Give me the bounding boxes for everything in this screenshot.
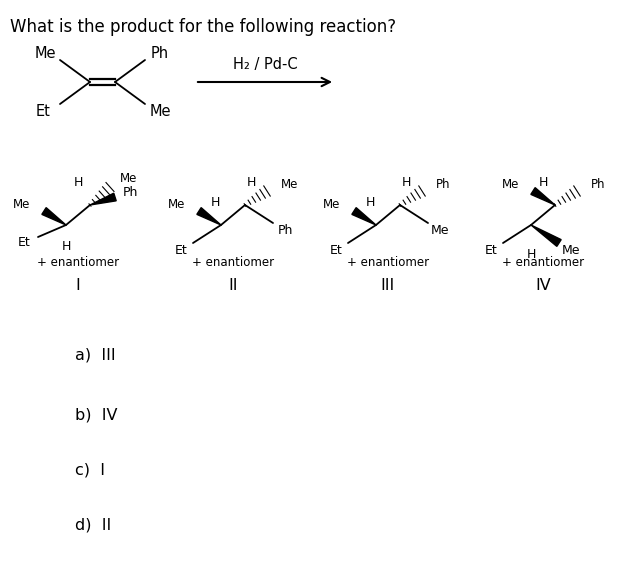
Polygon shape [90,193,116,205]
Text: H: H [401,176,410,190]
Text: I: I [76,278,80,293]
Text: Ph: Ph [277,225,293,237]
Text: Et: Et [35,105,50,119]
Text: Me: Me [562,244,580,257]
Text: H: H [73,176,83,190]
Text: Et: Et [330,244,342,257]
Text: H: H [210,197,220,210]
Text: + enantiomer: + enantiomer [502,255,584,268]
Polygon shape [531,225,561,246]
Text: Et: Et [485,244,498,257]
Text: c)  I: c) I [75,463,105,477]
Text: + enantiomer: + enantiomer [37,255,119,268]
Text: Et: Et [175,244,188,257]
Text: Me: Me [120,172,137,186]
Text: H₂ / Pd-C: H₂ / Pd-C [233,58,297,73]
Text: Ph: Ph [151,45,169,61]
Text: Me: Me [501,179,519,191]
Text: a)  III: a) III [75,347,116,363]
Text: Me: Me [12,198,30,211]
Text: IV: IV [535,278,551,293]
Text: Me: Me [322,198,340,211]
Polygon shape [42,208,66,225]
Text: Et: Et [17,236,30,250]
Text: d)  II: d) II [75,517,111,533]
Text: Me: Me [34,45,56,61]
Text: Me: Me [168,198,185,211]
Text: b)  IV: b) IV [75,407,118,423]
Text: Ph: Ph [123,186,137,200]
Text: H: H [526,249,535,261]
Text: + enantiomer: + enantiomer [347,255,429,268]
Text: H: H [246,176,256,190]
Text: II: II [228,278,238,293]
Text: Me: Me [431,225,449,237]
Text: Me: Me [281,179,298,191]
Text: Ph: Ph [436,179,451,191]
Polygon shape [531,187,555,205]
Text: H: H [61,240,71,254]
Text: H: H [539,176,548,190]
Text: Me: Me [149,105,171,119]
Text: + enantiomer: + enantiomer [192,255,274,268]
Text: III: III [381,278,395,293]
Polygon shape [352,208,376,225]
Text: H: H [365,197,374,210]
Polygon shape [197,208,221,225]
Text: Ph: Ph [591,179,605,191]
Text: What is the product for the following reaction?: What is the product for the following re… [10,18,396,36]
